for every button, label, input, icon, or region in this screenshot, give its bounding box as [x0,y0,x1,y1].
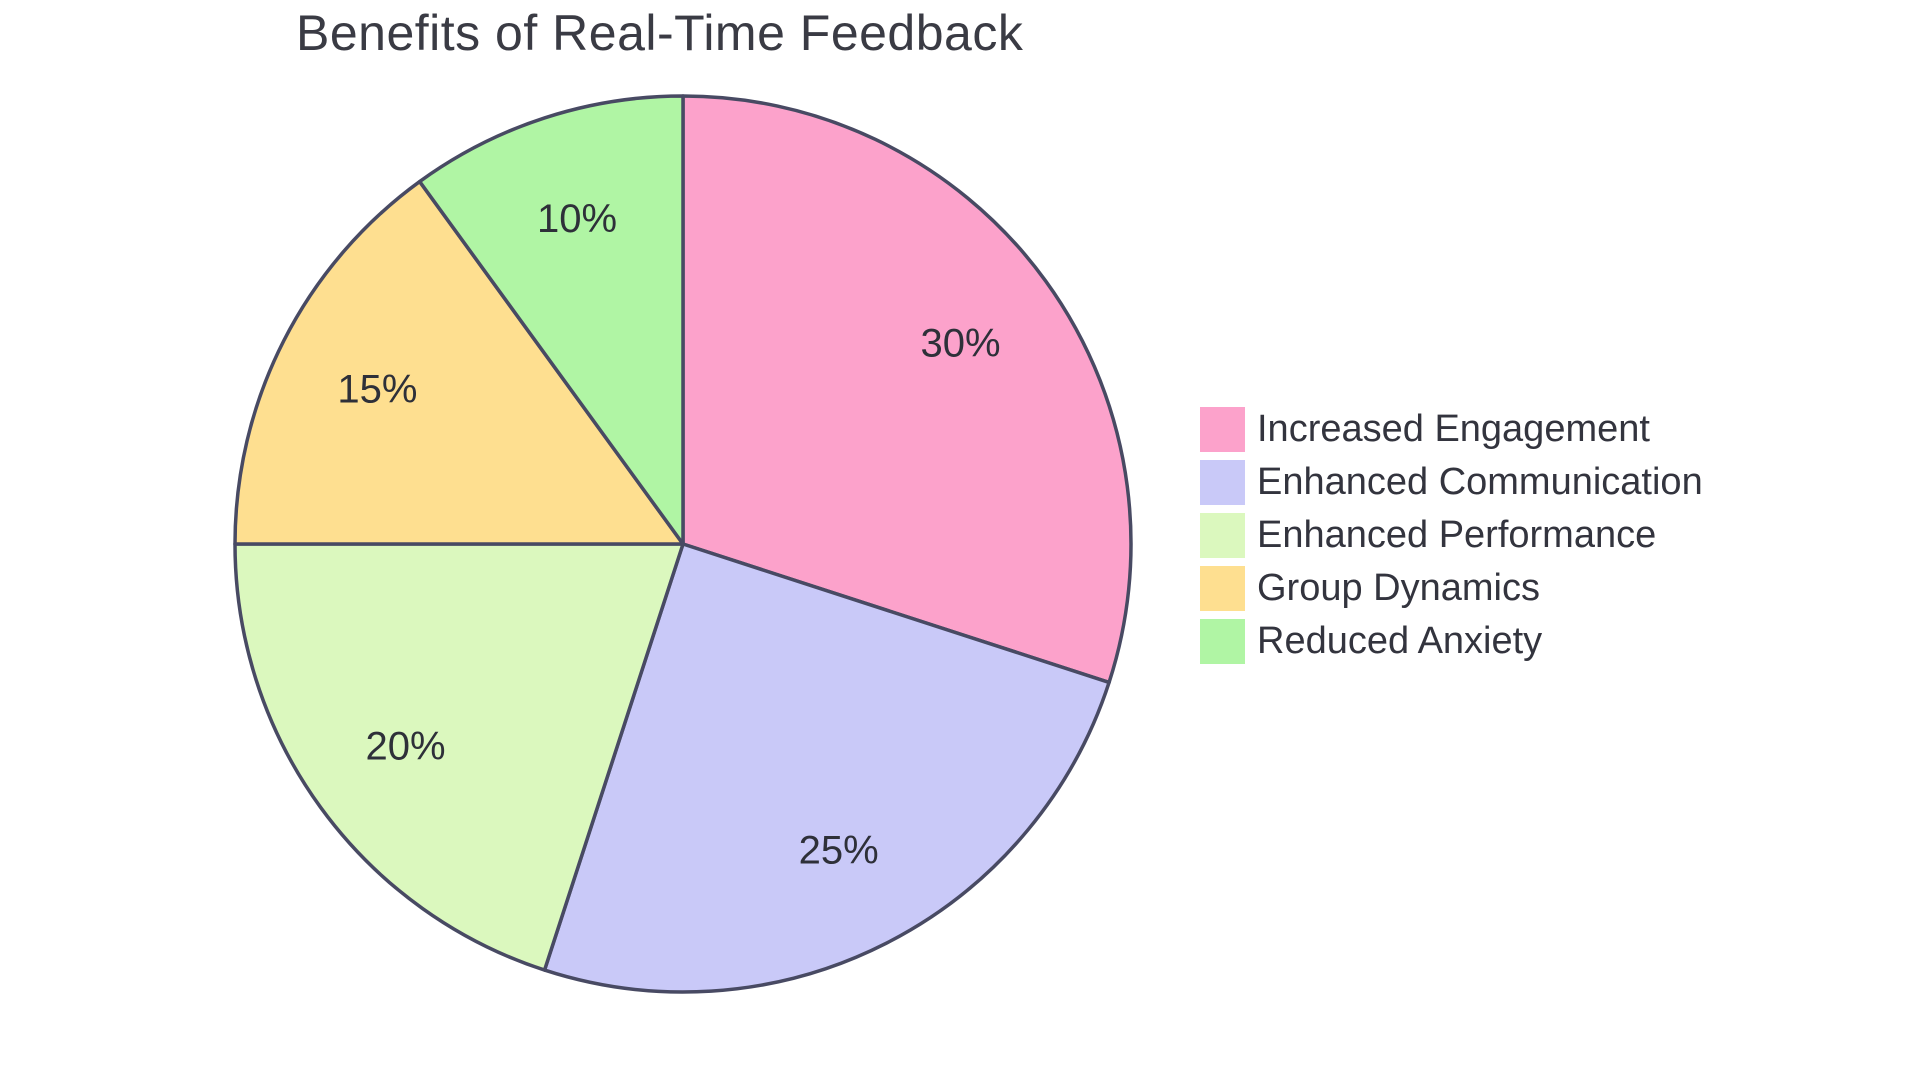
legend-swatch [1200,619,1245,664]
legend-label: Increased Engagement [1257,408,1650,450]
legend-label: Enhanced Performance [1257,514,1657,556]
pie-slice-enhanced-communication[interactable] [542,542,1111,994]
legend-item-increased-engagement[interactable]: Increased Engagement [1200,407,1703,452]
slice-percent-label: 30% [920,321,1000,365]
slice-percent-label: 20% [365,725,445,769]
legend-label: Reduced Anxiety [1257,620,1543,662]
pie-slice-reduced-anxiety[interactable] [417,94,685,546]
pie-slice-enhanced-performance[interactable] [233,542,685,972]
slice-percent-label: 10% [537,197,617,241]
legend: Increased Engagement Enhanced Communicati… [1200,407,1703,672]
legend-item-reduced-anxiety[interactable]: Reduced Anxiety [1200,619,1703,664]
legend-item-group-dynamics[interactable]: Group Dynamics [1200,566,1703,611]
pie-slice-increased-engagement[interactable] [681,94,1133,685]
legend-label: Enhanced Communication [1257,461,1703,503]
pie-slice-group-dynamics[interactable] [233,179,685,546]
legend-label: Group Dynamics [1257,567,1540,609]
slice-percent-label: 25% [799,829,879,873]
legend-swatch [1200,407,1245,452]
legend-item-enhanced-performance[interactable]: Enhanced Performance [1200,513,1703,558]
slice-percent-label: 15% [337,367,417,411]
legend-swatch [1200,566,1245,611]
legend-swatch [1200,460,1245,505]
legend-swatch [1200,513,1245,558]
legend-item-enhanced-communication[interactable]: Enhanced Communication [1200,460,1703,505]
chart-title: Benefits of Real-Time Feedback [296,5,1024,61]
